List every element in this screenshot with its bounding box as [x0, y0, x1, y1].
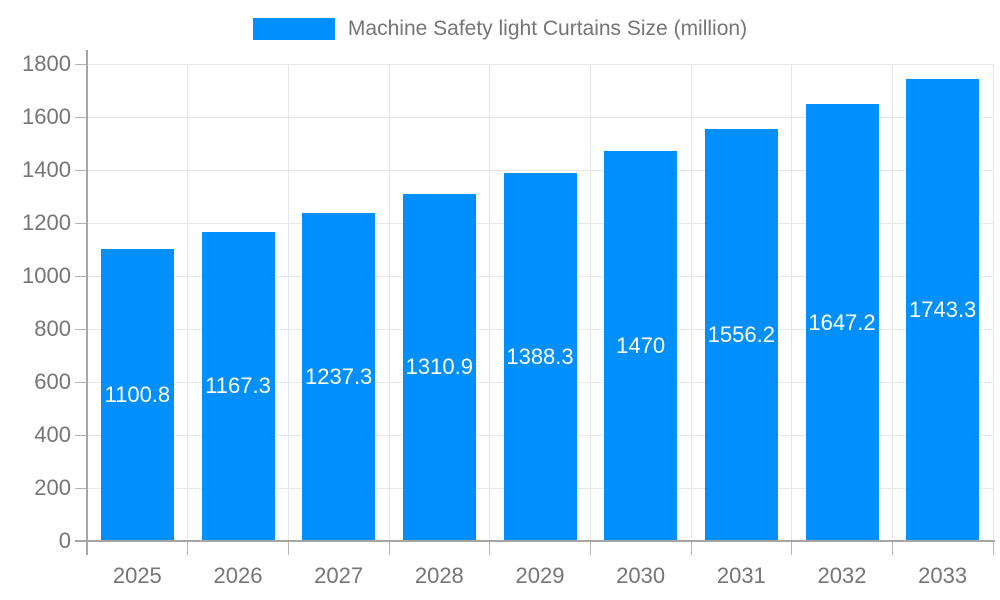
- y-axis-label: 800: [34, 316, 71, 341]
- x-gridline: [791, 64, 793, 541]
- x-axis-label: 2027: [314, 563, 364, 588]
- y-gridline: [87, 63, 993, 65]
- x-axis-tick: [589, 541, 591, 555]
- x-axis-tick: [992, 541, 994, 555]
- x-gridline: [388, 64, 390, 541]
- x-axis-label: 2031: [716, 563, 766, 588]
- y-axis-tick: [75, 328, 87, 330]
- legend-label: Machine Safety light Curtains Size (mill…: [347, 17, 748, 40]
- y-axis-line: [86, 50, 88, 555]
- y-axis-label: 1000: [22, 263, 71, 288]
- y-axis-label: 1600: [22, 104, 71, 129]
- y-gridline: [87, 169, 993, 171]
- x-axis-tick: [791, 541, 793, 555]
- y-axis-label: 0: [58, 528, 71, 553]
- x-gridline: [891, 64, 893, 541]
- bar[interactable]: [805, 104, 879, 541]
- x-axis-label: 2030: [616, 563, 666, 588]
- y-axis-tick: [75, 381, 87, 383]
- x-gridline: [287, 64, 289, 541]
- x-axis-label: 2025: [112, 563, 162, 588]
- y-axis-label: 1800: [22, 51, 71, 76]
- y-axis-tick: [75, 116, 87, 118]
- x-gridline: [187, 64, 189, 541]
- x-axis-label: 2029: [515, 563, 565, 588]
- x-gridline: [992, 64, 994, 541]
- y-axis-label: 1200: [22, 210, 71, 235]
- y-axis-tick: [75, 169, 87, 171]
- y-axis-tick: [75, 487, 87, 489]
- bar[interactable]: [201, 231, 275, 541]
- y-axis-tick: [75, 275, 87, 277]
- x-gridline: [589, 64, 591, 541]
- legend-swatch: [252, 18, 335, 40]
- x-axis-tick: [287, 541, 289, 555]
- y-axis-tick: [75, 63, 87, 65]
- x-axis-tick: [489, 541, 491, 555]
- y-axis-tick: [75, 434, 87, 436]
- x-axis-label: 2033: [918, 563, 968, 588]
- x-axis-tick: [187, 541, 189, 555]
- bar[interactable]: [906, 79, 980, 541]
- bar[interactable]: [604, 151, 678, 541]
- x-axis-line: [75, 540, 995, 542]
- y-gridline: [87, 116, 993, 118]
- y-axis-label: 600: [34, 369, 71, 394]
- legend-item[interactable]: Machine Safety light Curtains Size (mill…: [0, 18, 1000, 40]
- x-axis-tick: [690, 541, 692, 555]
- bar[interactable]: [704, 128, 778, 541]
- x-axis-tick: [891, 541, 893, 555]
- y-axis-label: 400: [34, 422, 71, 447]
- bar[interactable]: [302, 213, 376, 541]
- x-axis-label: 2032: [817, 563, 867, 588]
- x-axis-label: 2026: [213, 563, 263, 588]
- x-gridline: [489, 64, 491, 541]
- x-axis-tick: [388, 541, 390, 555]
- bar[interactable]: [402, 193, 476, 541]
- y-axis-label: 200: [34, 475, 71, 500]
- bar[interactable]: [503, 173, 577, 541]
- y-axis-tick: [75, 222, 87, 224]
- y-axis-label: 1400: [22, 157, 71, 182]
- bar[interactable]: [100, 249, 174, 541]
- x-axis-label: 2028: [414, 563, 464, 588]
- x-gridline: [690, 64, 692, 541]
